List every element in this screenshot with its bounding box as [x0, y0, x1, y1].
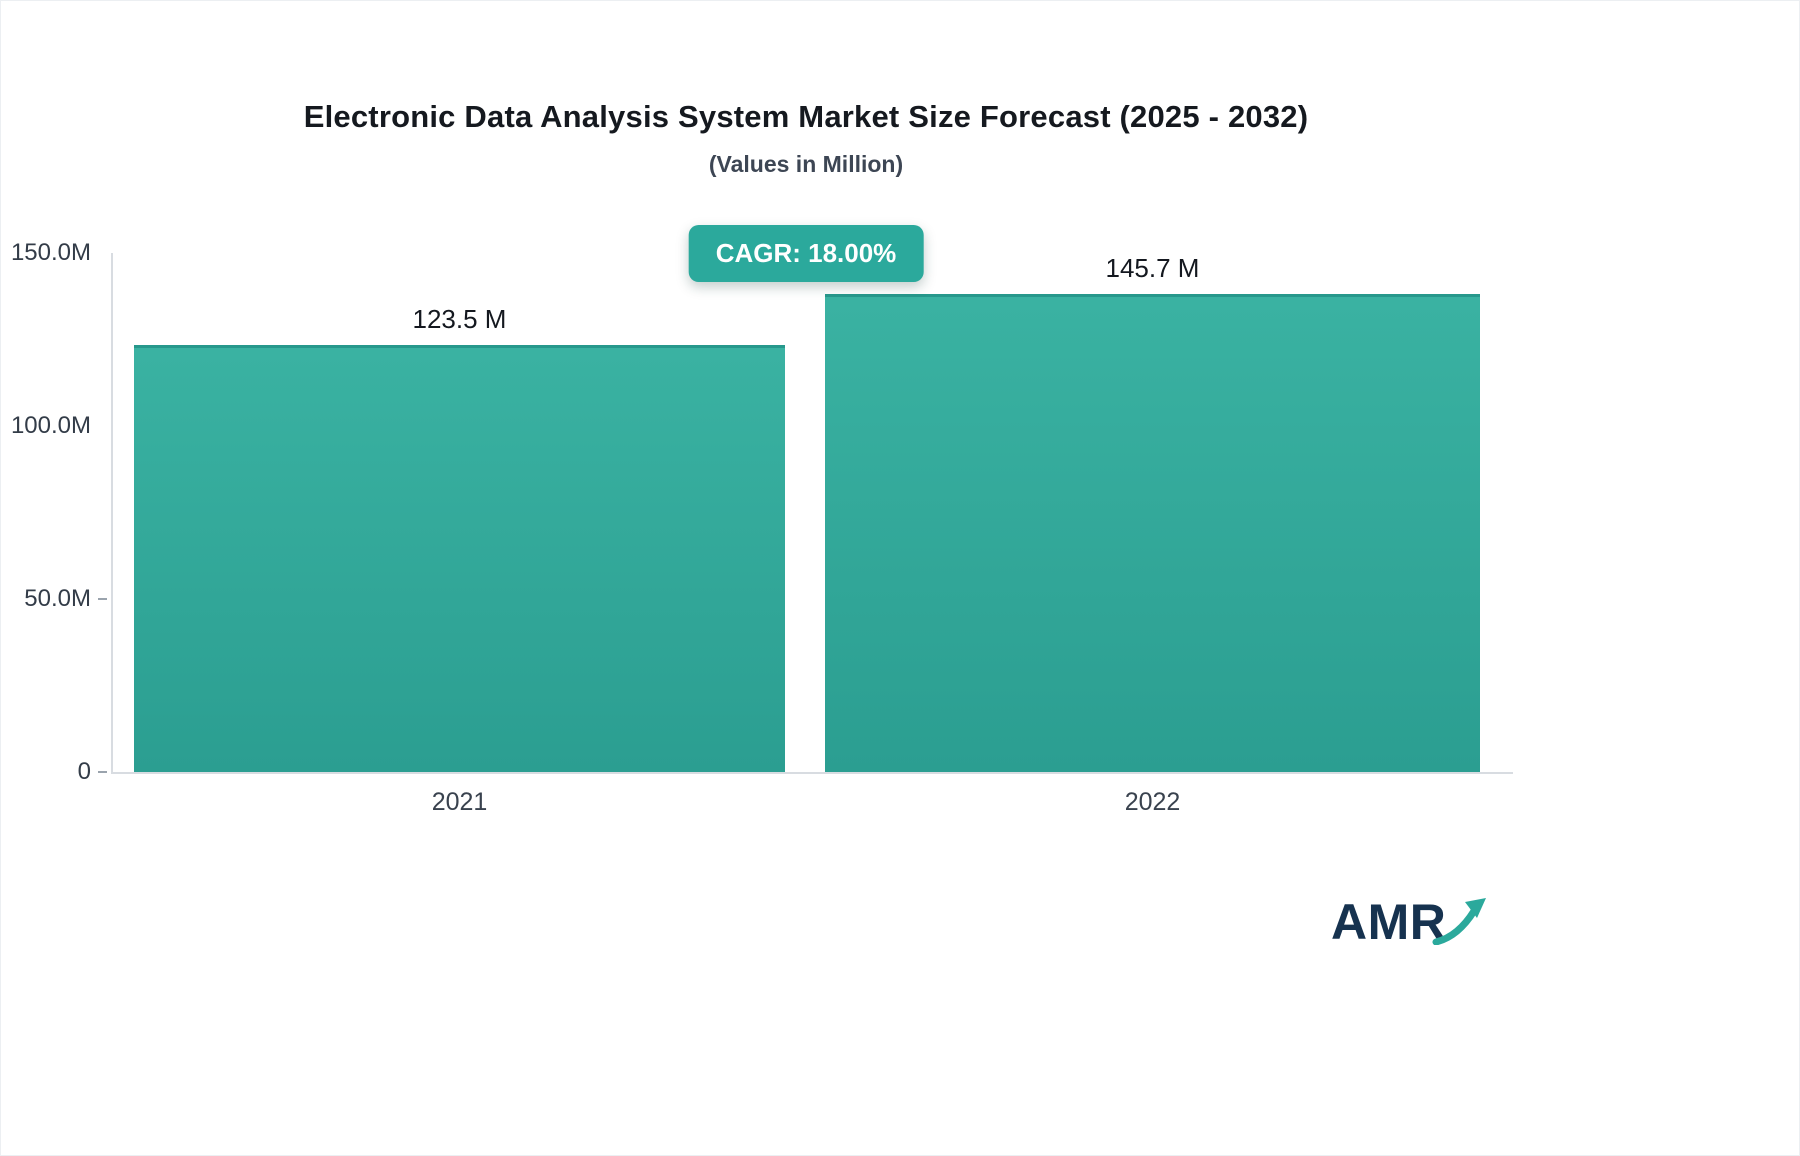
bar-2022	[825, 294, 1480, 772]
chart-title: Electronic Data Analysis System Market S…	[303, 99, 1309, 134]
cagr-badge: CAGR: 18.00%	[688, 225, 924, 282]
growth-arrow-icon	[1432, 898, 1487, 945]
chart-subtitle: (Values in Million)	[708, 151, 904, 177]
y-tick-mark	[98, 598, 107, 601]
y-tick-label: 150.0M	[10, 239, 91, 266]
y-tick-mark	[98, 771, 107, 773]
y-tick-label: 100.0M	[10, 412, 91, 439]
y-tick-label: 50.0M	[24, 585, 91, 612]
x-axis-label: 2022	[1124, 788, 1181, 816]
bar-2021	[134, 344, 785, 772]
x-axis-label: 2021	[431, 788, 488, 816]
y-tick-label: 0	[77, 758, 91, 785]
bar-value-label: 123.5 M	[412, 303, 507, 334]
plot-area: 2021 123.5 M 2022 145.7 M 0 50.0M 100.0M 15…	[11, 241, 1513, 816]
amr-logo: AMR	[1331, 897, 1488, 947]
amr-logo-text: AMR	[1331, 894, 1447, 950]
bar-value-label: 145.7 M	[1105, 253, 1200, 283]
bar-group-2022: 2022 145.7 M	[825, 253, 1480, 816]
bar-group-2021: 2021 123.5 M	[134, 253, 785, 816]
